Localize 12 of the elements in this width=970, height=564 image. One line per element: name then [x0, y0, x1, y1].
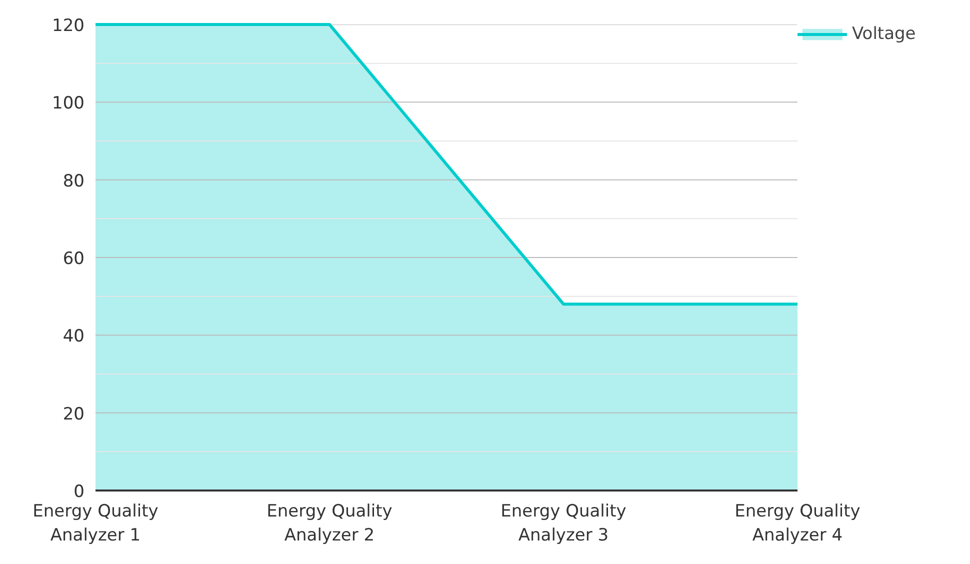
x-tick-label: Energy Quality Analyzer 4: [734, 502, 860, 546]
y-tick-label: 40: [62, 326, 85, 347]
x-tick-label: Energy Quality Analyzer 2: [266, 502, 392, 546]
x-tick-label: Energy Quality Analyzer 3: [500, 502, 626, 546]
y-tick-label: 80: [62, 171, 85, 192]
legend-label: Voltage: [852, 24, 916, 44]
y-tick-label: 120: [52, 16, 85, 36]
y-tick-label: 20: [62, 404, 85, 424]
y-tick-label: 0: [74, 482, 85, 502]
y-tick-label: 100: [52, 94, 85, 114]
x-tick-label: Energy Quality Analyzer 1: [32, 502, 158, 546]
y-tick-label: 60: [62, 249, 85, 269]
